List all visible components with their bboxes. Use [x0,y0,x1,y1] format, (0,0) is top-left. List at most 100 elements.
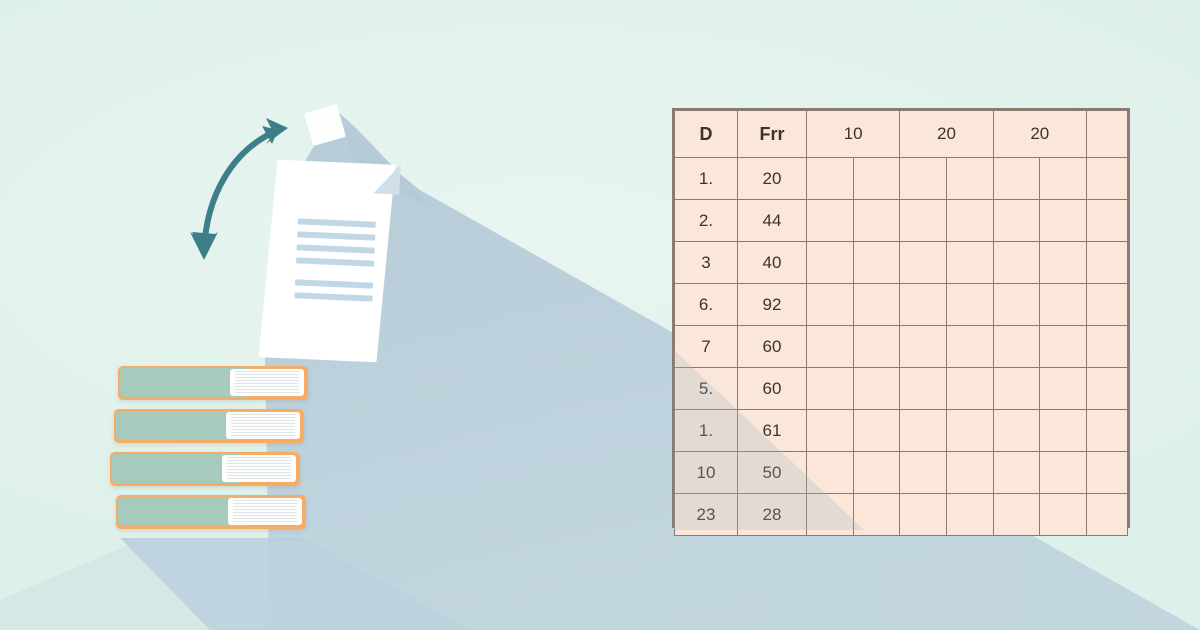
cell-blank[interactable] [992,493,1041,536]
cell-blank[interactable] [945,493,994,536]
cell-blank[interactable] [992,451,1041,494]
cell-value[interactable]: 60 [737,325,807,368]
cell-blank[interactable] [1086,157,1128,200]
cell-id[interactable]: 6. [674,283,738,326]
cell-blank[interactable] [992,241,1041,284]
cell-blank[interactable] [899,283,947,326]
cell-blank[interactable] [945,241,994,284]
column-header-id[interactable]: D [674,110,738,158]
cell-id[interactable]: 1. [674,409,738,452]
cell-blank[interactable] [1039,493,1087,536]
cell-blank[interactable] [945,451,994,494]
table-row[interactable]: 7 60 [674,325,1128,368]
cell-blank[interactable] [1039,367,1087,410]
data-table-grid[interactable]: D Frr 10 20 20 1. 20 [674,110,1128,536]
table-row[interactable]: 5. 60 [674,367,1128,410]
cell-blank[interactable] [852,493,901,536]
cell-blank[interactable] [899,409,947,452]
cell-id[interactable]: 3 [674,241,738,284]
cell-value[interactable]: 60 [737,367,807,410]
cell-blank[interactable] [1086,409,1128,452]
cell-blank[interactable] [806,325,854,368]
cell-blank[interactable] [1086,199,1128,242]
cell-blank[interactable] [992,367,1041,410]
table-row[interactable]: 6. 92 [674,283,1128,326]
cell-blank[interactable] [1086,493,1128,536]
column-header-20b[interactable]: 20 [992,110,1088,158]
cell-blank[interactable] [945,409,994,452]
cell-blank[interactable] [852,409,901,452]
cell-blank[interactable] [806,241,854,284]
cell-blank[interactable] [899,157,947,200]
cell-blank[interactable] [992,325,1041,368]
column-header-blank[interactable] [1086,110,1128,158]
cell-id[interactable]: 1. [674,157,738,200]
cell-blank[interactable] [899,493,947,536]
cell-id[interactable]: 5. [674,367,738,410]
column-header-frr[interactable]: Frr [737,110,807,158]
cell-blank[interactable] [992,157,1041,200]
paper-text-lines [294,218,376,308]
cell-value[interactable]: 92 [737,283,807,326]
cell-value[interactable]: 50 [737,451,807,494]
cell-blank[interactable] [1086,283,1128,326]
cell-blank[interactable] [899,199,947,242]
cell-value[interactable]: 40 [737,241,807,284]
cell-blank[interactable] [1039,157,1087,200]
column-header-10[interactable]: 10 [805,110,901,158]
cell-blank[interactable] [852,199,901,242]
cell-blank[interactable] [992,199,1041,242]
cell-blank[interactable] [806,367,854,410]
cell-blank[interactable] [945,283,994,326]
cell-value[interactable]: 44 [737,199,807,242]
cell-blank[interactable] [945,367,994,410]
cell-id[interactable]: 7 [674,325,738,368]
cell-value[interactable]: 61 [737,409,807,452]
cell-blank[interactable] [852,283,901,326]
table-row[interactable]: 1. 20 [674,157,1128,200]
table-row[interactable]: 1. 61 [674,409,1128,452]
cell-blank[interactable] [945,199,994,242]
cell-blank[interactable] [806,451,854,494]
cell-blank[interactable] [1086,451,1128,494]
cell-blank[interactable] [1039,451,1087,494]
cell-blank[interactable] [1039,409,1087,452]
cell-blank[interactable] [806,157,854,200]
cell-blank[interactable] [852,157,901,200]
cell-blank[interactable] [806,283,854,326]
cell-blank[interactable] [1086,325,1128,368]
cell-blank[interactable] [899,241,947,284]
cell-blank[interactable] [992,283,1041,326]
cell-blank[interactable] [1086,367,1128,410]
cell-blank[interactable] [1039,283,1087,326]
cell-value[interactable]: 28 [737,493,807,536]
table-row[interactable]: 10 50 [674,451,1128,494]
cell-blank[interactable] [852,241,901,284]
cell-blank[interactable] [992,409,1041,452]
cell-blank[interactable] [852,325,901,368]
cell-blank[interactable] [806,493,854,536]
table-row[interactable]: 2. 44 [674,199,1128,242]
cell-blank[interactable] [945,325,994,368]
cell-blank[interactable] [899,451,947,494]
data-table[interactable]: D Frr 10 20 20 1. 20 [672,108,1130,536]
cell-blank[interactable] [1086,241,1128,284]
table-row[interactable]: 23 28 [674,493,1128,536]
cell-blank[interactable] [899,325,947,368]
cell-blank[interactable] [806,409,854,452]
column-header-20a[interactable]: 20 [899,110,994,158]
cell-blank[interactable] [1039,199,1087,242]
cell-blank[interactable] [945,157,994,200]
cell-value[interactable]: 20 [737,157,807,200]
cell-blank[interactable] [899,367,947,410]
cell-blank[interactable] [806,199,854,242]
cell-blank[interactable] [852,451,901,494]
cell-id[interactable]: 10 [674,451,738,494]
cell-id[interactable]: 2. [674,199,738,242]
cell-blank[interactable] [852,367,901,410]
cell-blank[interactable] [1039,325,1087,368]
binder-item [118,366,308,402]
cell-id[interactable]: 23 [674,493,738,536]
cell-blank[interactable] [1039,241,1087,284]
table-row[interactable]: 3 40 [674,241,1128,284]
